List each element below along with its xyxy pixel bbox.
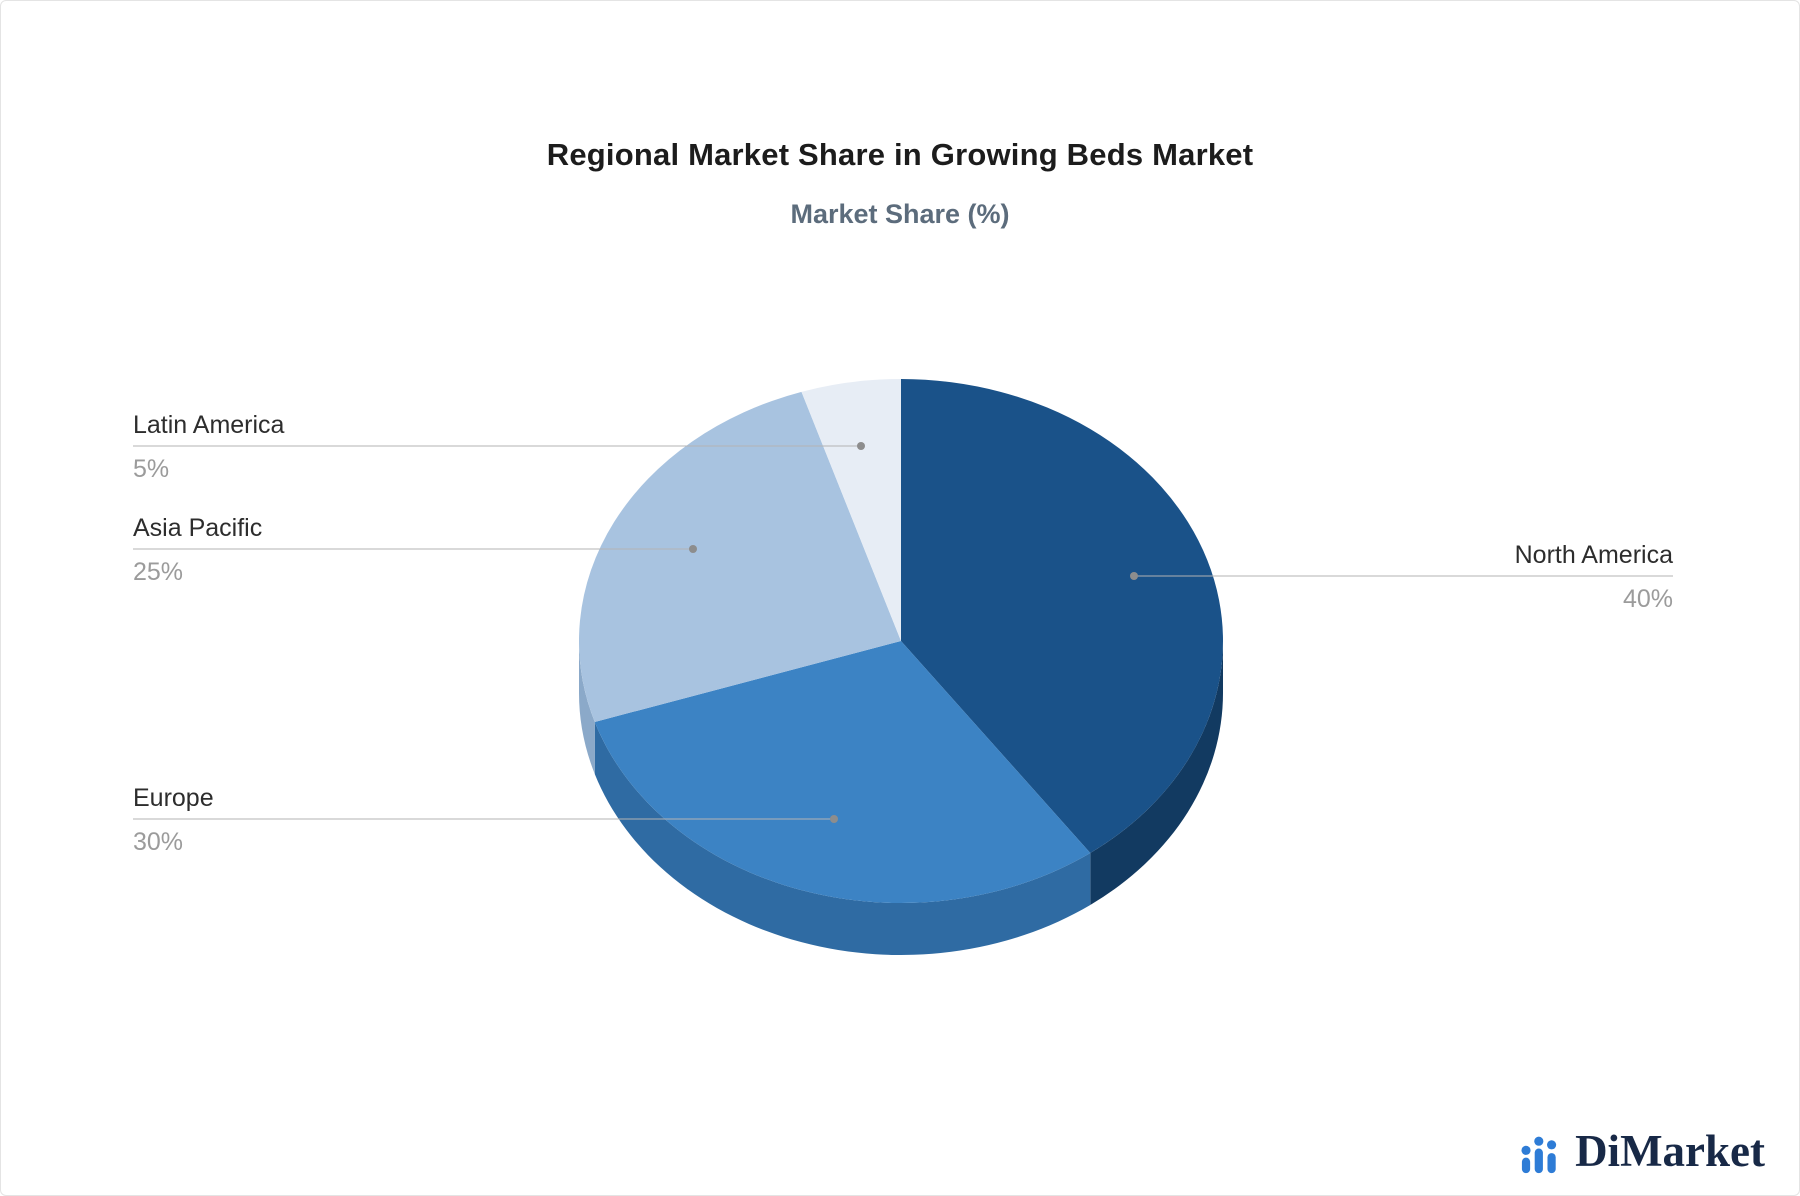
callout-dot-latin-america [857, 442, 865, 450]
slice-value-latin-america: 5% [133, 455, 169, 483]
slice-value-north-america: 40% [1623, 585, 1673, 613]
bar-chart-icon [1521, 1136, 1557, 1174]
pie-slice-side-north-america [1090, 641, 1223, 905]
slice-label-europe: Europe [133, 784, 214, 812]
slice-value-asia-pacific: 25% [133, 558, 183, 586]
callout-dot-europe [830, 815, 838, 823]
callout-dot-asia-pacific [689, 545, 697, 553]
pie-slice-side-asia-pacific [579, 641, 595, 774]
slice-label-asia-pacific: Asia Pacific [133, 514, 262, 542]
pie-slice-latin-america[interactable] [801, 379, 901, 641]
callout-dot-north-america [1130, 572, 1138, 580]
slice-value-europe: 30% [133, 828, 183, 856]
pie-slice-asia-pacific[interactable] [579, 391, 901, 722]
pie-slice-north-america[interactable] [901, 379, 1224, 853]
pie-slice-europe[interactable] [594, 641, 1091, 903]
chart-title: Regional Market Share in Growing Beds Ma… [546, 137, 1254, 172]
logo-text: DiMarket [1575, 1126, 1765, 1176]
chart-subtitle: Market Share (%) [790, 199, 1010, 229]
slice-label-latin-america: Latin America [133, 411, 285, 439]
dimarket-logo: DiMarket [1521, 1125, 1765, 1177]
slice-label-north-america: North America [1515, 541, 1673, 569]
pie-slice-side-europe [594, 721, 1091, 955]
